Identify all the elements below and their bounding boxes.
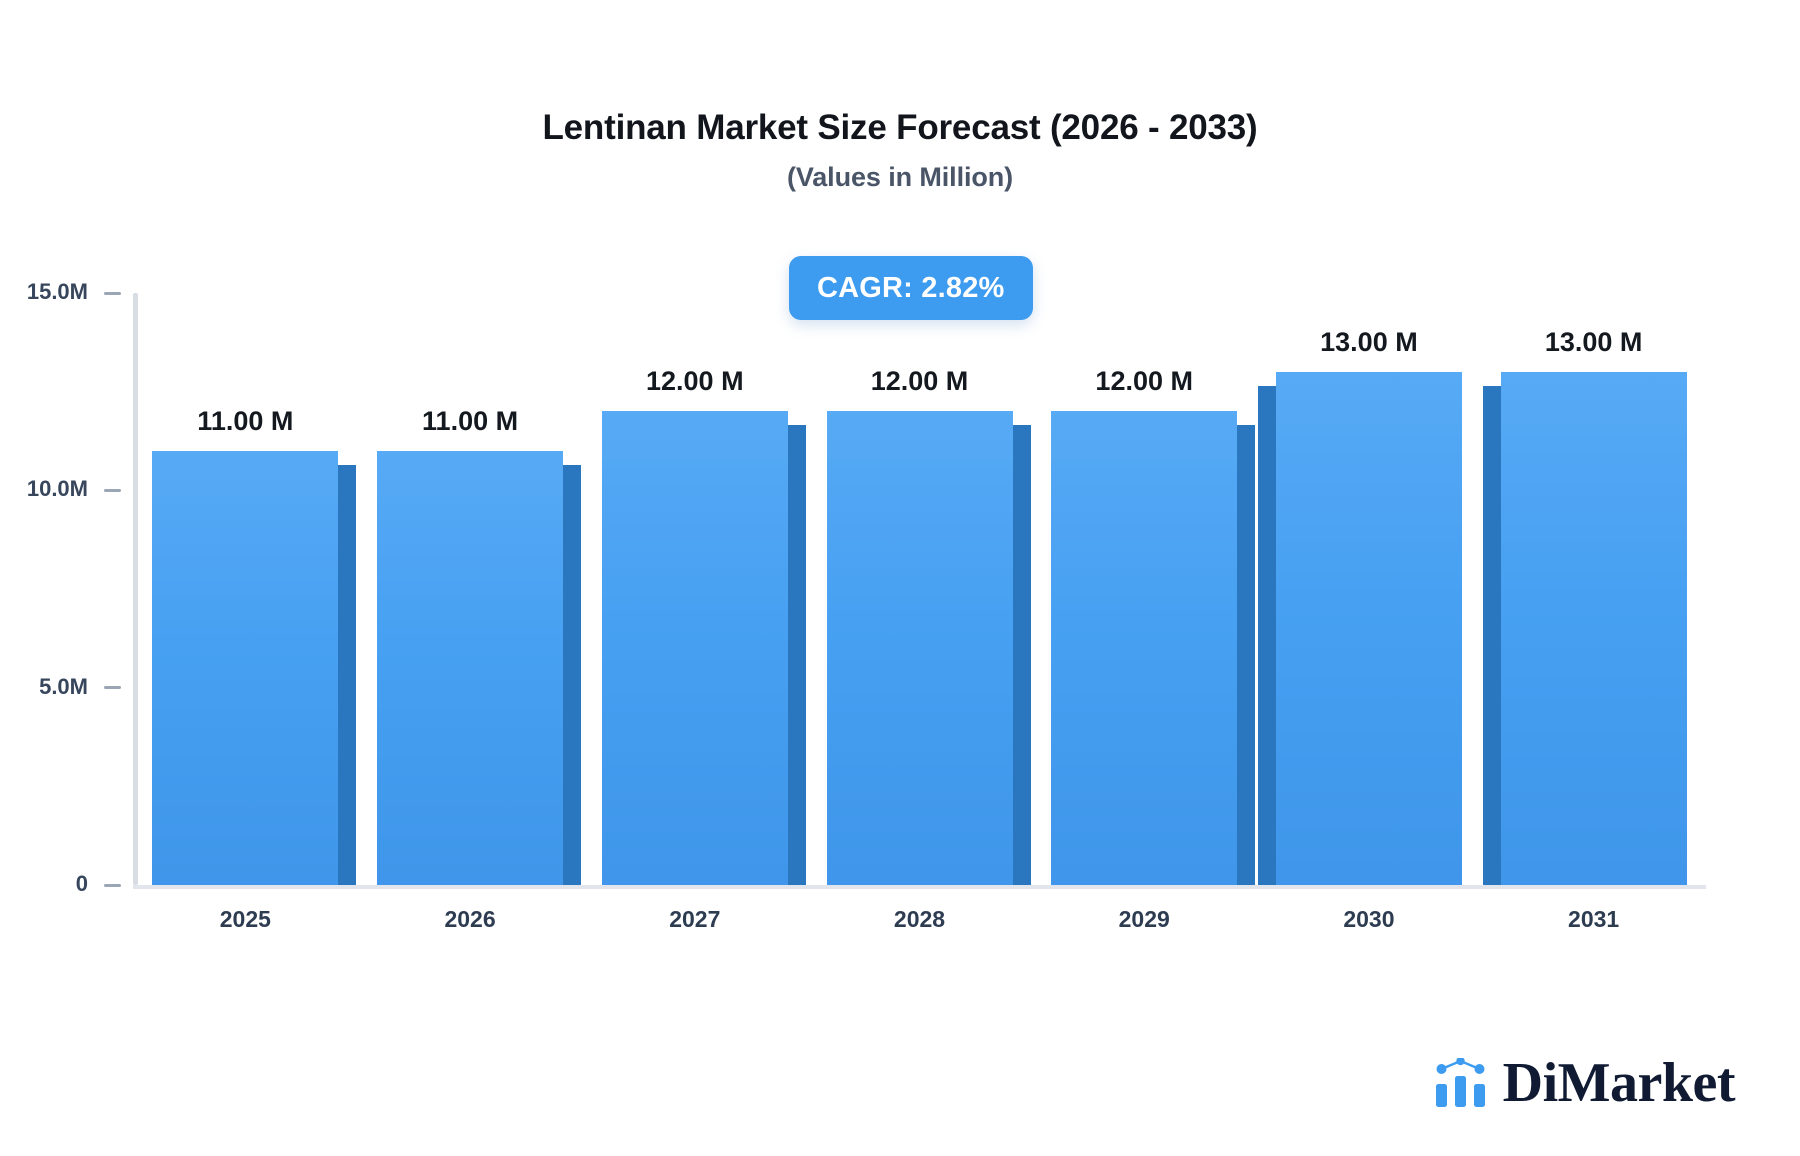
bar-side-face: [338, 464, 357, 885]
y-axis-tick-mark: [104, 488, 121, 492]
bar-2031: 13.00 M: [1482, 327, 1687, 885]
bar-2026: 11.00 M: [377, 406, 582, 885]
bar-front-face: [377, 450, 564, 885]
y-axis-tick-mark: [104, 883, 121, 887]
cagr-badge-label: CAGR: 2.82%: [817, 271, 1005, 304]
x-axis-line: [133, 885, 1706, 889]
x-axis-labels: 2025 2026 2027 2028 2029 2030 2031: [133, 906, 1706, 946]
plot-area: 0 5.0M 10.0M 15.0M 11.00 M 11.00 M 12.00 M 12.…: [27, 279, 1706, 896]
chart-subtitle: (Values in Million): [786, 162, 1014, 193]
y-axis-tick-label: 5.0M: [39, 673, 88, 699]
bar-front-face: [1500, 371, 1687, 885]
bar-front-face: [601, 411, 788, 885]
bar-chart-icon: [1435, 1058, 1485, 1107]
y-axis-line: [133, 293, 138, 885]
bar-2028: 12.00 M: [826, 366, 1031, 885]
bar-value-label: 12.00 M: [646, 366, 744, 397]
bar-front-face: [1051, 411, 1238, 885]
y-axis-tick-mark: [104, 291, 121, 295]
bar-series: 11.00 M 11.00 M 12.00 M 12.00 M 12.00 M 13.00…: [133, 293, 1706, 885]
x-axis-label-2025: 2025: [219, 906, 271, 932]
x-axis-label-2027: 2027: [669, 906, 721, 932]
bar-2030: 13.00 M: [1257, 327, 1462, 885]
y-axis-tick-label: 10.0M: [26, 476, 88, 502]
bar-side-face: [1237, 425, 1256, 885]
bar-value-label: 13.00 M: [1544, 326, 1643, 357]
bar-side-face: [563, 464, 582, 885]
x-axis-label-2031: 2031: [1568, 906, 1620, 932]
bar-2025: 11.00 M: [152, 406, 357, 885]
bar-value-label: 11.00 M: [422, 405, 519, 436]
y-axis-tick-label: 15.0M: [26, 279, 88, 304]
bar-side-face: [1012, 425, 1031, 885]
brand-name: DiMarket: [1502, 1052, 1736, 1114]
x-axis-label-2026: 2026: [444, 906, 496, 932]
bar-value-label: 12.00 M: [1095, 366, 1193, 397]
cagr-badge: CAGR: 2.82%: [789, 256, 1033, 320]
y-axis-tick-label: 0: [75, 871, 88, 896]
y-axis-tick-mark: [104, 686, 121, 690]
x-axis-label-2028: 2028: [893, 906, 946, 932]
bar-side-face: [787, 425, 806, 885]
bar-value-label: 13.00 M: [1320, 326, 1418, 357]
bar-value-label: 11.00 M: [197, 405, 294, 436]
bar-front-face: [152, 450, 339, 885]
brand-logo: DiMarket: [1435, 1052, 1736, 1114]
title-block: Lentinan Market Size Forecast (2026 - 20…: [0, 108, 1800, 193]
bar-2027: 12.00 M: [601, 366, 806, 885]
bar-side-face: [1482, 385, 1501, 885]
bar-value-label: 12.00 M: [870, 366, 969, 397]
bar-side-face: [1257, 385, 1276, 885]
bar-front-face: [1275, 371, 1462, 885]
page-title: Lentinan Market Size Forecast (2026 - 20…: [542, 108, 1258, 147]
x-axis-label-2029: 2029: [1118, 906, 1170, 932]
x-axis-label-2030: 2030: [1343, 906, 1395, 932]
bar-front-face: [826, 411, 1013, 885]
bar-2029: 12.00 M: [1051, 366, 1256, 885]
